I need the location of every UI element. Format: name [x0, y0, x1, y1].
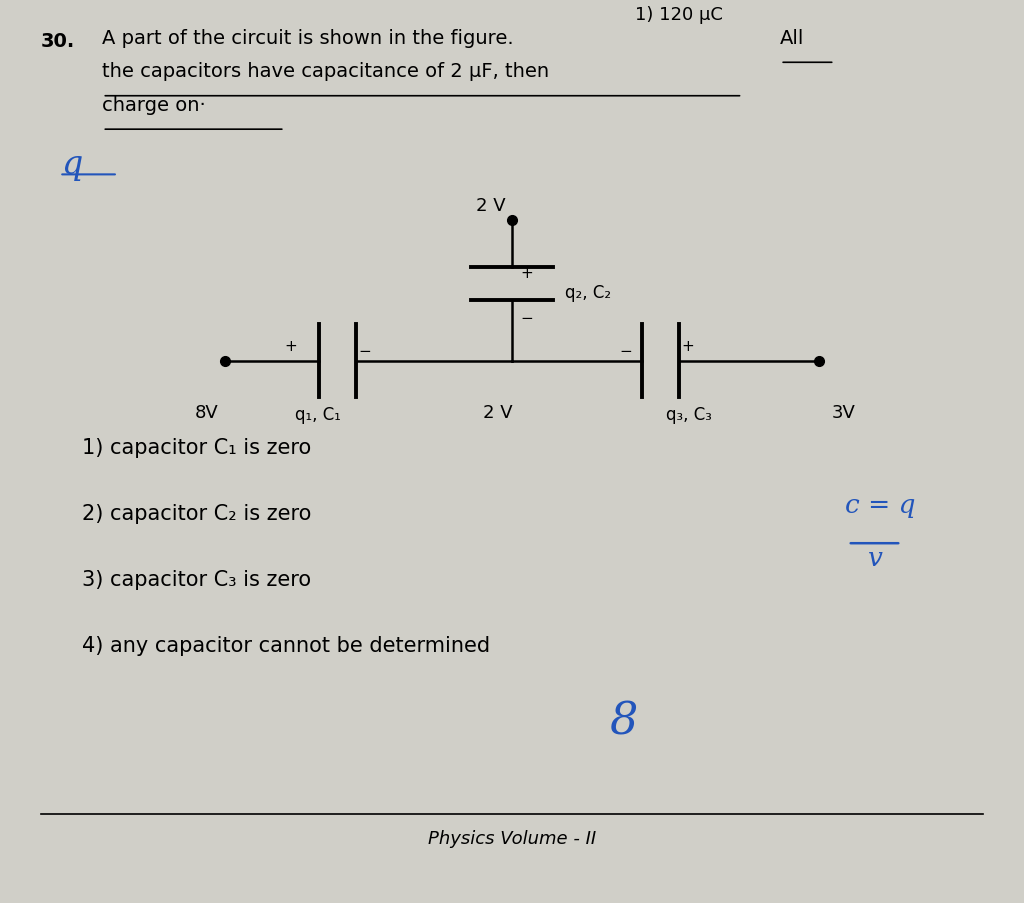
Text: q₃, C₃: q₃, C₃ [666, 406, 712, 424]
Text: 4) any capacitor cannot be determined: 4) any capacitor cannot be determined [82, 636, 490, 656]
Text: −: − [520, 311, 532, 325]
Text: −: − [620, 344, 632, 358]
Text: q₁, C₁: q₁, C₁ [295, 406, 341, 424]
Text: 1) capacitor C₁ is zero: 1) capacitor C₁ is zero [82, 438, 311, 458]
Text: q: q [61, 149, 83, 181]
Text: 8: 8 [609, 700, 638, 743]
Text: +: + [520, 265, 532, 280]
Text: −: − [358, 344, 371, 358]
Text: A part of the circuit is shown in the figure.: A part of the circuit is shown in the fi… [102, 29, 514, 48]
Text: charge on·: charge on· [102, 96, 206, 115]
Text: the capacitors have capacitance of 2 μF, then: the capacitors have capacitance of 2 μF,… [102, 62, 550, 81]
Text: +: + [681, 339, 693, 353]
Text: q₂, C₂: q₂, C₂ [565, 284, 611, 302]
Text: 30.: 30. [41, 32, 75, 51]
Text: 3V: 3V [831, 404, 855, 421]
Text: 8V: 8V [195, 404, 218, 421]
Text: Physics Volume - II: Physics Volume - II [428, 829, 596, 847]
Text: 1) 120 μC: 1) 120 μC [635, 6, 723, 24]
Text: 3) capacitor C₃ is zero: 3) capacitor C₃ is zero [82, 570, 311, 590]
Text: v: v [868, 545, 884, 571]
Text: 2 V: 2 V [476, 197, 506, 214]
Text: 2) capacitor C₂ is zero: 2) capacitor C₂ is zero [82, 504, 311, 524]
Text: 2 V: 2 V [483, 404, 513, 421]
Text: +: + [285, 339, 297, 353]
Text: All: All [780, 29, 805, 48]
Text: c = q: c = q [845, 492, 915, 517]
